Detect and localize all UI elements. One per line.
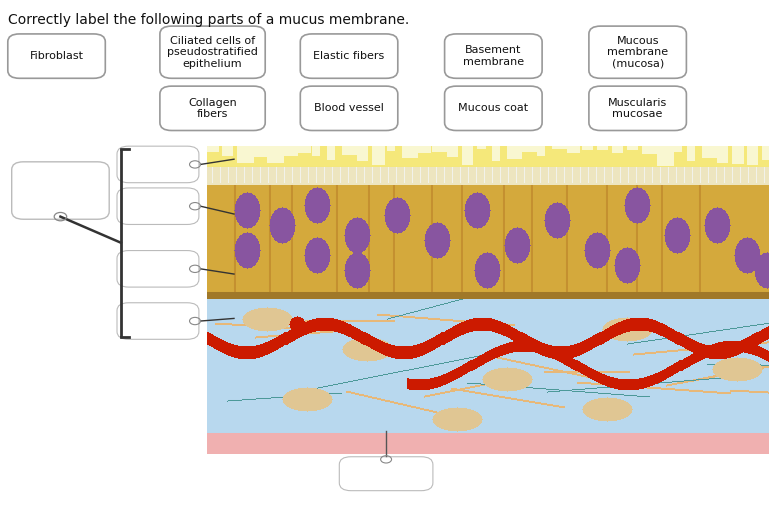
Text: Basement
membrane: Basement membrane xyxy=(463,45,524,67)
Text: Mucous
membrane
(mucosa): Mucous membrane (mucosa) xyxy=(607,35,668,69)
FancyBboxPatch shape xyxy=(160,86,265,130)
Text: Muscularis
mucosae: Muscularis mucosae xyxy=(608,98,667,119)
FancyBboxPatch shape xyxy=(8,34,105,78)
FancyBboxPatch shape xyxy=(117,146,199,183)
FancyBboxPatch shape xyxy=(117,188,199,224)
FancyBboxPatch shape xyxy=(589,26,686,78)
FancyBboxPatch shape xyxy=(300,34,398,78)
Text: Fibroblast: Fibroblast xyxy=(30,51,83,61)
FancyBboxPatch shape xyxy=(300,86,398,130)
FancyBboxPatch shape xyxy=(117,251,199,287)
Text: Correctly label the following parts of a mucus membrane.: Correctly label the following parts of a… xyxy=(8,13,409,27)
Text: Ciliated cells of
pseudostratified
epithelium: Ciliated cells of pseudostratified epith… xyxy=(167,35,258,69)
FancyBboxPatch shape xyxy=(339,457,433,491)
FancyBboxPatch shape xyxy=(445,34,542,78)
Text: Mucous coat: Mucous coat xyxy=(459,103,528,113)
Text: Elastic fibers: Elastic fibers xyxy=(314,51,385,61)
FancyBboxPatch shape xyxy=(589,86,686,130)
FancyBboxPatch shape xyxy=(117,303,199,339)
FancyBboxPatch shape xyxy=(160,26,265,78)
FancyBboxPatch shape xyxy=(12,162,109,219)
Text: Blood vessel: Blood vessel xyxy=(314,103,384,113)
FancyBboxPatch shape xyxy=(445,86,542,130)
Text: Collagen
fibers: Collagen fibers xyxy=(188,98,237,119)
